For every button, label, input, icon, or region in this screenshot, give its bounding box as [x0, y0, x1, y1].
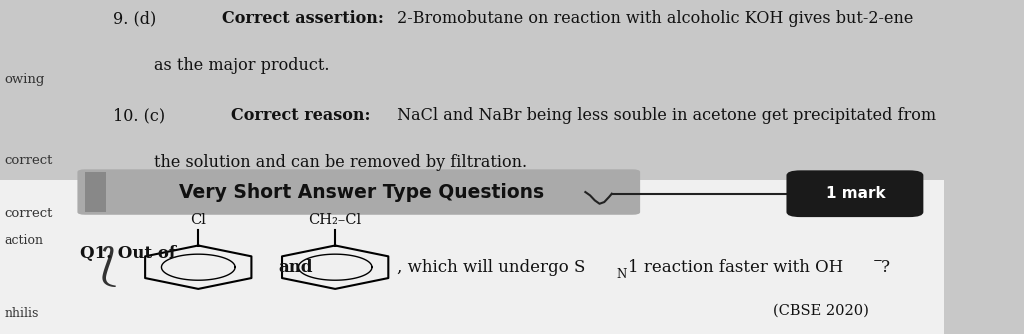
Text: 10. (c): 10. (c)	[114, 107, 176, 124]
Text: and: and	[279, 259, 313, 276]
Text: NaCl and NaBr being less souble in acetone get precipitated from: NaCl and NaBr being less souble in aceto…	[392, 107, 936, 124]
Bar	[0, 180, 944, 334]
Text: owing: owing	[5, 73, 45, 87]
Text: Correct reason:: Correct reason:	[231, 107, 371, 124]
Text: , which will undergo S: , which will undergo S	[396, 259, 585, 276]
Text: Very Short Answer Type Questions: Very Short Answer Type Questions	[179, 183, 545, 201]
Text: ?: ?	[881, 259, 890, 276]
Bar	[85, 172, 105, 212]
Text: Cl: Cl	[190, 213, 206, 227]
Text: 2-Bromobutane on reaction with alcoholic KOH gives but-2-ene: 2-Bromobutane on reaction with alcoholic…	[392, 10, 913, 27]
Text: Q1. Out of: Q1. Out of	[80, 245, 176, 262]
Text: correct: correct	[5, 154, 53, 167]
Text: the solution and can be removed by filtration.: the solution and can be removed by filtr…	[114, 154, 527, 171]
Bar	[0, 0, 944, 180]
Text: 1 mark: 1 mark	[825, 186, 885, 201]
Text: (CBSE 2020): (CBSE 2020)	[773, 303, 869, 317]
Text: correct: correct	[5, 207, 53, 220]
Text: Correct assertion:: Correct assertion:	[222, 10, 384, 27]
FancyBboxPatch shape	[786, 170, 924, 217]
Text: nhilis: nhilis	[5, 307, 39, 320]
Text: CH₂–Cl: CH₂–Cl	[308, 213, 361, 227]
Text: ⟅: ⟅	[100, 245, 118, 289]
Text: −: −	[872, 254, 883, 266]
Text: action: action	[5, 234, 44, 247]
FancyBboxPatch shape	[78, 169, 640, 215]
Text: N: N	[616, 268, 627, 281]
Text: 9. (d): 9. (d)	[114, 10, 167, 27]
Text: 1 reaction faster with OH: 1 reaction faster with OH	[628, 259, 843, 276]
Text: as the major product.: as the major product.	[114, 57, 330, 74]
